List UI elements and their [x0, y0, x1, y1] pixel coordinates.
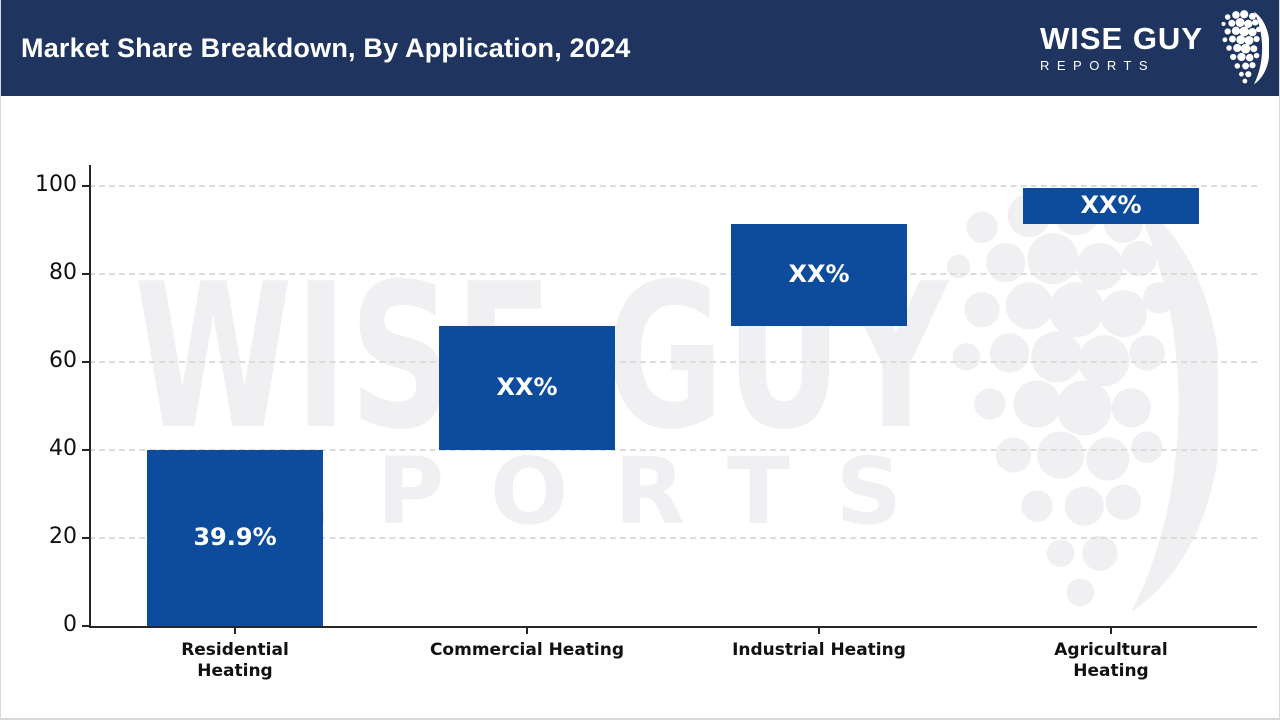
y-tick-mark	[82, 449, 89, 451]
x-tick-label: Residential Heating	[181, 640, 289, 681]
bar-value-label: 39.9%	[193, 523, 277, 552]
logo-wordmark-line1: WISE GUY	[1039, 21, 1203, 56]
y-tick-mark	[82, 185, 89, 187]
gridline	[89, 361, 1257, 363]
x-tick-mark	[526, 628, 528, 634]
y-axis-line	[89, 165, 91, 628]
x-tick-label: Industrial Heating	[732, 640, 906, 660]
x-tick-mark	[234, 628, 236, 634]
y-tick-label: 60	[49, 348, 77, 373]
y-tick-label: 0	[63, 612, 77, 637]
bar-value-label: XX%	[788, 260, 850, 289]
bar-commercial-heating	[439, 326, 615, 451]
gridline	[89, 273, 1257, 275]
x-axis-line	[89, 626, 1257, 628]
gridline	[89, 537, 1257, 539]
y-tick-mark	[82, 273, 89, 275]
logo-wordmark: WISE GUY REPORTS	[1039, 21, 1203, 74]
header-bar: Market Share Breakdown, By Application, …	[1, 0, 1279, 96]
bar-value-label: XX%	[496, 373, 558, 402]
x-tick-label: Agricultural Heating	[1054, 640, 1168, 681]
logo-face-icon	[1207, 10, 1269, 86]
logo-wordmark-line2: REPORTS	[1039, 58, 1156, 73]
gridline	[89, 185, 1257, 187]
bar-industrial-heating	[731, 223, 907, 327]
y-tick-label: 20	[49, 524, 77, 549]
x-tick-mark	[1110, 628, 1112, 634]
y-tick-label: 100	[35, 172, 77, 197]
brand-logo: WISE GUY REPORTS	[1040, 10, 1279, 86]
y-tick-label: 80	[49, 260, 77, 285]
y-tick-mark	[82, 361, 89, 363]
page-title: Market Share Breakdown, By Application, …	[21, 32, 631, 63]
x-tick-mark	[818, 628, 820, 634]
y-tick-mark	[82, 537, 89, 539]
bar-value-label: XX%	[1080, 190, 1142, 219]
gridline	[89, 449, 1257, 451]
bar-residential-heating	[147, 450, 323, 626]
x-tick-label: Commercial Heating	[429, 640, 625, 660]
y-tick-mark	[82, 625, 89, 627]
y-tick-label: 40	[49, 436, 77, 461]
